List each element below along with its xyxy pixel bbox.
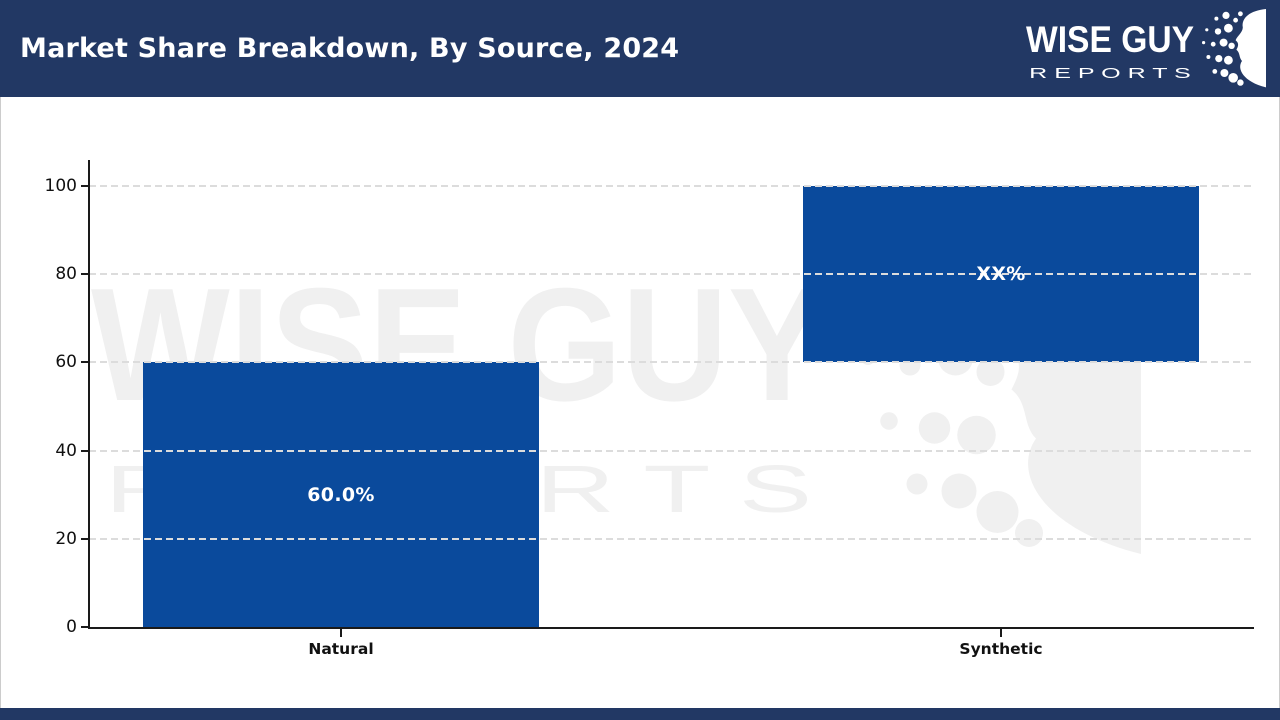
bar-natural xyxy=(143,362,539,627)
y-tick-mark-40 xyxy=(81,449,89,452)
footer-bar xyxy=(0,708,1280,720)
gridline-20 xyxy=(89,537,1254,540)
gridline-80 xyxy=(89,273,1254,276)
y-tick-mark-80 xyxy=(81,273,89,276)
chart-area: 60.0% XX% 0 20 40 60 80 100 Natural Synthetic xyxy=(0,97,1280,708)
y-tick-mark-60 xyxy=(81,361,89,364)
y-tick-label-100: 100 xyxy=(44,176,77,196)
x-axis-line xyxy=(88,627,1254,629)
y-tick-label-20: 20 xyxy=(55,528,77,549)
bar-value-label-natural: 60.0% xyxy=(307,483,375,506)
y-tick-mark-20 xyxy=(81,537,89,540)
x-tick-mark-natural xyxy=(340,629,342,637)
bar-value-label-synthetic: XX% xyxy=(976,263,1026,286)
y-tick-mark-100 xyxy=(81,185,89,187)
y-tick-label-40: 40 xyxy=(55,440,77,461)
gridline-40 xyxy=(89,449,1254,452)
header-bar: Market Share Breakdown, By Source, 2024 xyxy=(0,0,1280,97)
x-tick-label-natural: Natural xyxy=(308,640,374,658)
y-tick-mark-0 xyxy=(81,626,89,628)
y-tick-label-0: 0 xyxy=(66,617,77,637)
gridline-60 xyxy=(89,361,1254,364)
page-title: Market Share Breakdown, By Source, 2024 xyxy=(20,33,680,64)
x-tick-mark-synthetic xyxy=(1000,629,1002,637)
y-tick-label-80: 80 xyxy=(55,264,77,285)
gridline-100 xyxy=(89,185,1254,187)
y-axis-line xyxy=(88,160,90,629)
x-tick-label-synthetic: Synthetic xyxy=(959,640,1043,658)
y-tick-label-60: 60 xyxy=(55,352,77,373)
wise-guy-reports-logo-icon xyxy=(1026,8,1266,87)
